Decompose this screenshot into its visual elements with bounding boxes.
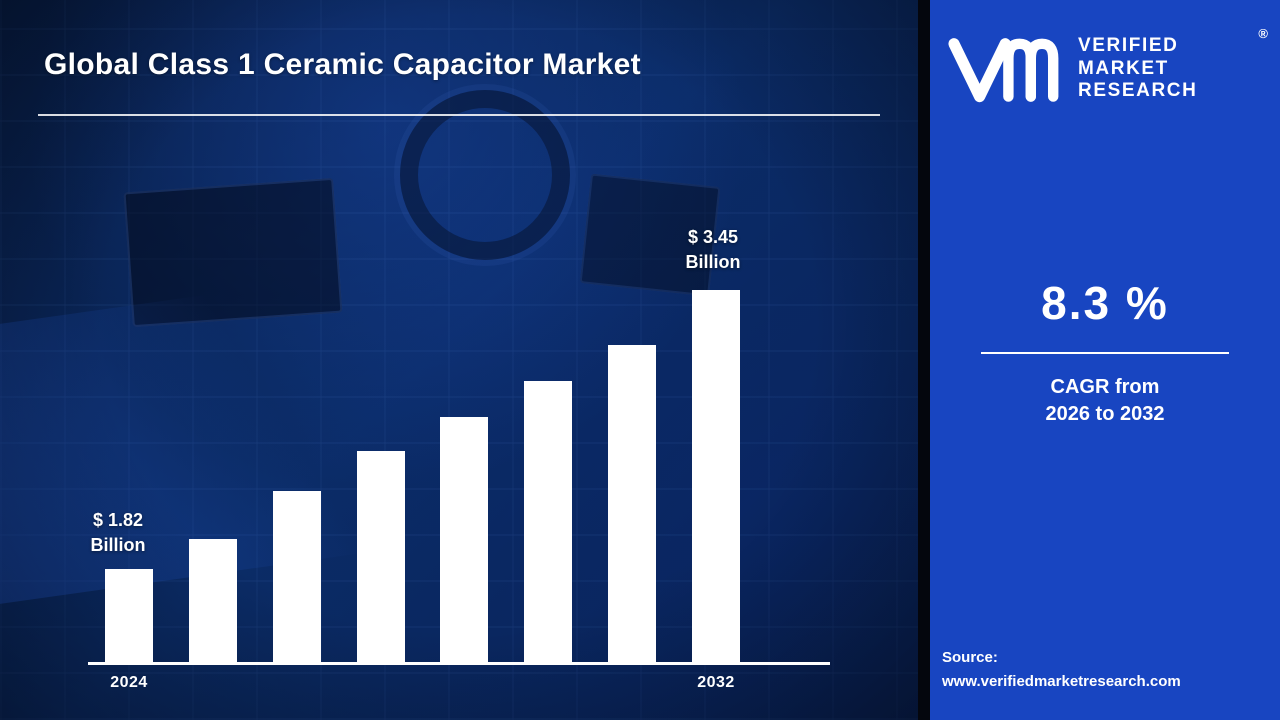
x-tick-2032: 2032 bbox=[697, 674, 735, 691]
start-value-amount: $ 1.82 bbox=[92, 509, 144, 530]
page-title: Global Class 1 Ceramic Capacitor Market bbox=[44, 48, 641, 81]
source-block: Source: www.verifiedmarketresearch.com bbox=[942, 646, 1181, 694]
start-value-unit: Billion bbox=[90, 534, 146, 555]
chart-section: Global Class 1 Ceramic Capacitor Market … bbox=[0, 0, 918, 720]
end-value-label: $ 3.45 Billion bbox=[686, 225, 741, 275]
source-url[interactable]: www.verifiedmarketresearch.com bbox=[942, 673, 1181, 690]
vmr-logo-icon bbox=[948, 38, 1059, 103]
cagr-caption: CAGR from 2026 to 2032 bbox=[950, 374, 1260, 428]
bars bbox=[105, 290, 740, 662]
bar bbox=[440, 416, 489, 662]
title-underline bbox=[38, 114, 880, 116]
brand-name: VERIFIED MARKET RESEARCH bbox=[1078, 35, 1197, 102]
bar bbox=[691, 290, 740, 662]
panel-divider bbox=[918, 0, 930, 720]
cagr-stat: 8.3 % CAGR from 2026 to 2032 bbox=[930, 276, 1280, 428]
end-value-unit: Billion bbox=[685, 251, 741, 272]
stat-underline bbox=[981, 352, 1229, 354]
source-label: Source: bbox=[942, 649, 998, 666]
end-value-amount: $ 3.45 bbox=[687, 226, 739, 247]
bar bbox=[608, 344, 657, 662]
bar bbox=[272, 490, 321, 662]
bar bbox=[356, 451, 405, 662]
bar bbox=[105, 569, 153, 662]
brand-line-2: MARKET bbox=[1078, 57, 1169, 79]
cagr-caption-line-1: CAGR from bbox=[1050, 376, 1160, 398]
bar-chart: 2024 2032 $ 1.82 Billion $ 3.45 Billion bbox=[88, 227, 830, 691]
cagr-caption-line-2: 2026 to 2032 bbox=[1045, 403, 1165, 425]
brand-line-1: VERIFIED bbox=[1078, 35, 1179, 57]
cagr-value: 8.3 % bbox=[1041, 277, 1169, 329]
bar bbox=[524, 380, 573, 662]
start-value-label: $ 1.82 Billion bbox=[91, 508, 146, 558]
info-panel: VERIFIED MARKET RESEARCH ® 8.3 % CAGR fr… bbox=[930, 0, 1280, 720]
x-tick-2024: 2024 bbox=[110, 674, 148, 691]
registered-mark: ® bbox=[1258, 26, 1268, 41]
vmr-logo: VERIFIED MARKET RESEARCH ® bbox=[930, 0, 1280, 108]
bar bbox=[188, 538, 237, 662]
brand-line-3: RESEARCH bbox=[1078, 80, 1198, 102]
